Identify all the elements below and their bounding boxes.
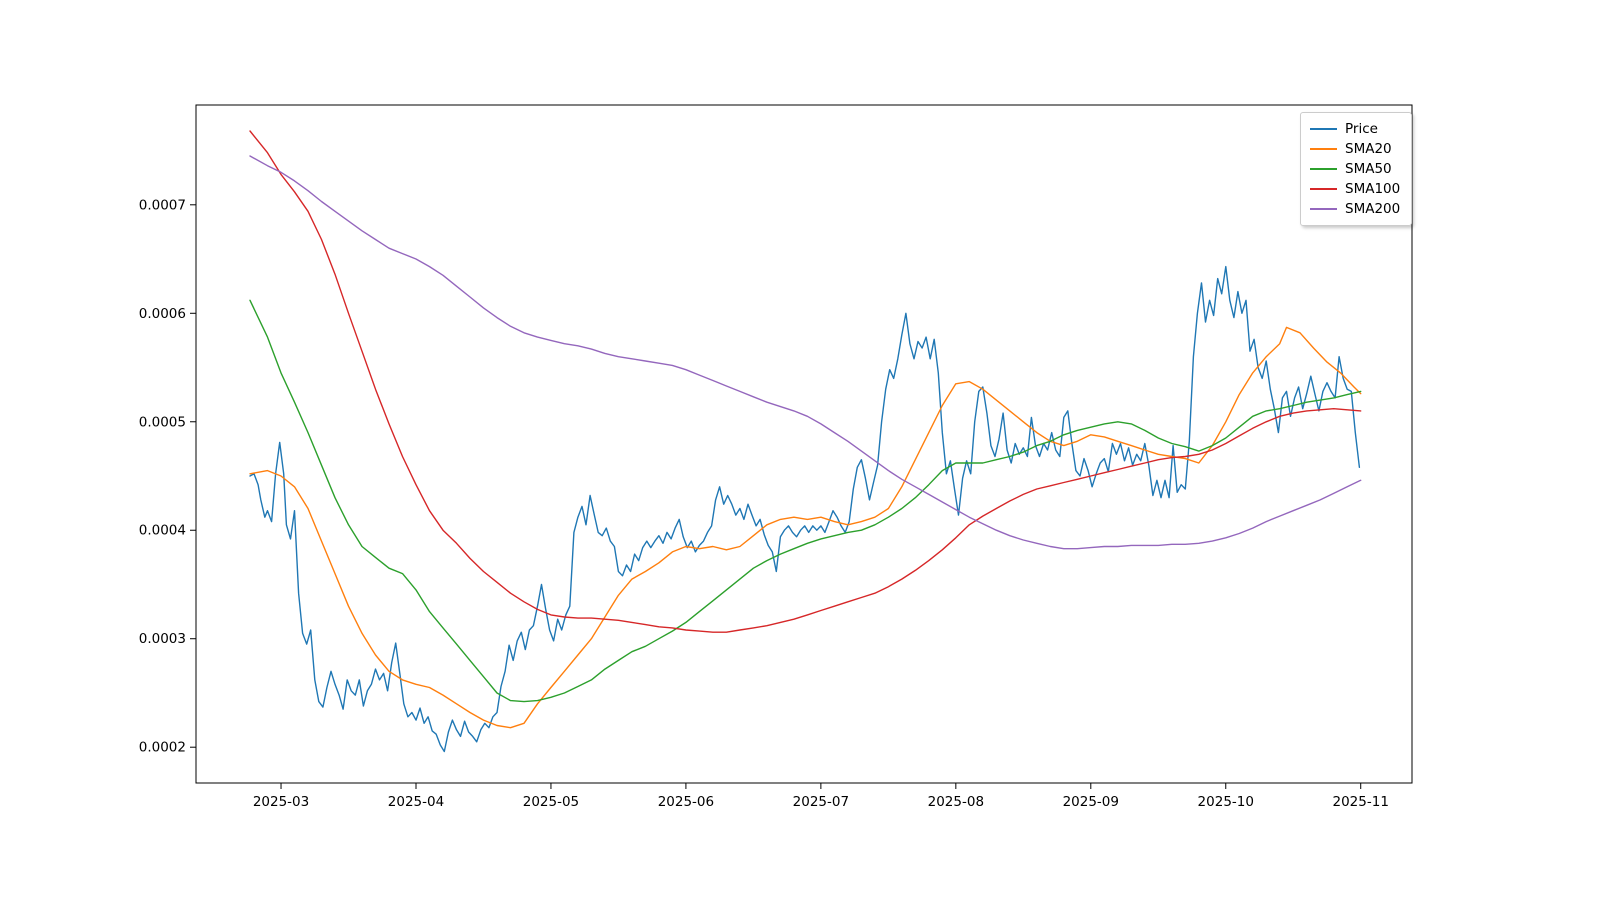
legend-label-sma200: SMA200 [1345, 201, 1401, 217]
x-tick-label: 2025-04 [388, 794, 444, 810]
y-tick-label: 0.0007 [139, 197, 186, 213]
legend-entry-price: Price [1310, 119, 1400, 139]
legend-line-sample-sma100 [1310, 188, 1337, 190]
legend-line-sample-price [1310, 128, 1337, 130]
legend-label-price: Price [1345, 121, 1378, 137]
legend-entry-sma20: SMA20 [1310, 139, 1400, 159]
y-tick-label: 0.0006 [139, 306, 186, 322]
legend: Price SMA20 SMA50 SMA100 SMA200 [1300, 112, 1413, 226]
legend-entry-sma200: SMA200 [1310, 199, 1400, 219]
series-line-price [249, 265, 1361, 753]
legend-label-sma50: SMA50 [1345, 161, 1392, 177]
series-line-sma200 [249, 155, 1362, 550]
x-tick-label: 2025-10 [1198, 794, 1254, 810]
y-tick-label: 0.0003 [139, 631, 186, 647]
legend-line-sample-sma200 [1310, 208, 1337, 210]
plot-frame [195, 104, 1413, 784]
x-tick-label: 2025-03 [253, 794, 309, 810]
legend-line-sample-sma50 [1310, 168, 1337, 170]
y-tick-label: 0.0005 [139, 414, 186, 430]
legend-line-sample-sma20 [1310, 148, 1337, 150]
y-tick-label: 0.0002 [139, 740, 186, 756]
series-line-sma100 [249, 130, 1362, 633]
x-tick-label: 2025-05 [523, 794, 579, 810]
y-tick-label: 0.0004 [139, 523, 186, 539]
legend-label-sma20: SMA20 [1345, 141, 1392, 157]
series-line-sma20 [249, 326, 1362, 729]
x-tick-label: 2025-11 [1333, 794, 1389, 810]
x-tick-label: 2025-07 [793, 794, 849, 810]
series-line-sma50 [249, 299, 1362, 703]
legend-entry-sma100: SMA100 [1310, 179, 1400, 199]
x-tick-label: 2025-06 [658, 794, 714, 810]
x-tick-label: 2025-09 [1063, 794, 1119, 810]
legend-label-sma100: SMA100 [1345, 181, 1401, 197]
legend-entry-sma50: SMA50 [1310, 159, 1400, 179]
x-tick-label: 2025-08 [928, 794, 984, 810]
